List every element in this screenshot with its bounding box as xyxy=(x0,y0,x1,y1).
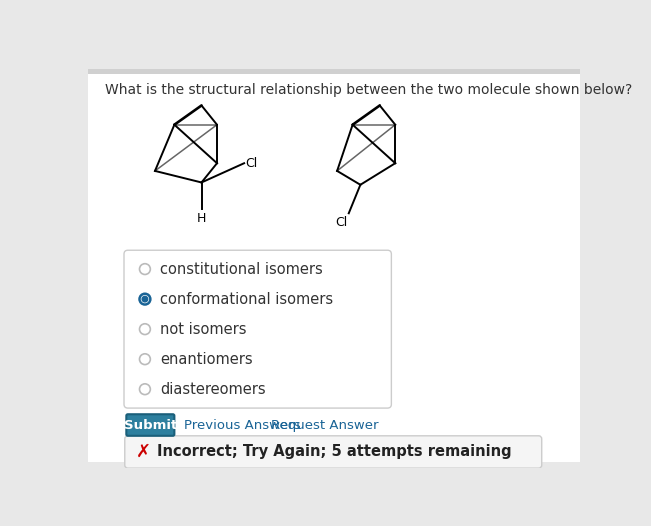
Text: Previous Answers: Previous Answers xyxy=(184,419,301,431)
Text: Submit: Submit xyxy=(124,419,177,431)
FancyBboxPatch shape xyxy=(88,69,579,462)
Circle shape xyxy=(141,296,148,302)
Text: Incorrect; Try Again; 5 attempts remaining: Incorrect; Try Again; 5 attempts remaini… xyxy=(158,444,512,460)
Circle shape xyxy=(139,324,150,335)
Circle shape xyxy=(139,264,150,275)
Text: Request Answer: Request Answer xyxy=(271,419,379,431)
Circle shape xyxy=(139,294,150,305)
Text: conformational isomers: conformational isomers xyxy=(160,291,333,307)
Text: constitutional isomers: constitutional isomers xyxy=(160,261,323,277)
Text: H: H xyxy=(197,212,206,225)
Text: enantiomers: enantiomers xyxy=(160,352,253,367)
Text: not isomers: not isomers xyxy=(160,322,247,337)
Text: Cl: Cl xyxy=(335,216,347,229)
Text: diastereomers: diastereomers xyxy=(160,382,266,397)
Text: ✗: ✗ xyxy=(136,443,151,461)
Text: Cl: Cl xyxy=(245,157,258,170)
FancyBboxPatch shape xyxy=(124,250,391,408)
Circle shape xyxy=(139,384,150,394)
FancyBboxPatch shape xyxy=(88,69,579,74)
Text: What is the structural relationship between the two molecule shown below?: What is the structural relationship betw… xyxy=(105,83,632,97)
FancyBboxPatch shape xyxy=(126,414,174,436)
Circle shape xyxy=(139,354,150,365)
FancyBboxPatch shape xyxy=(125,436,542,468)
